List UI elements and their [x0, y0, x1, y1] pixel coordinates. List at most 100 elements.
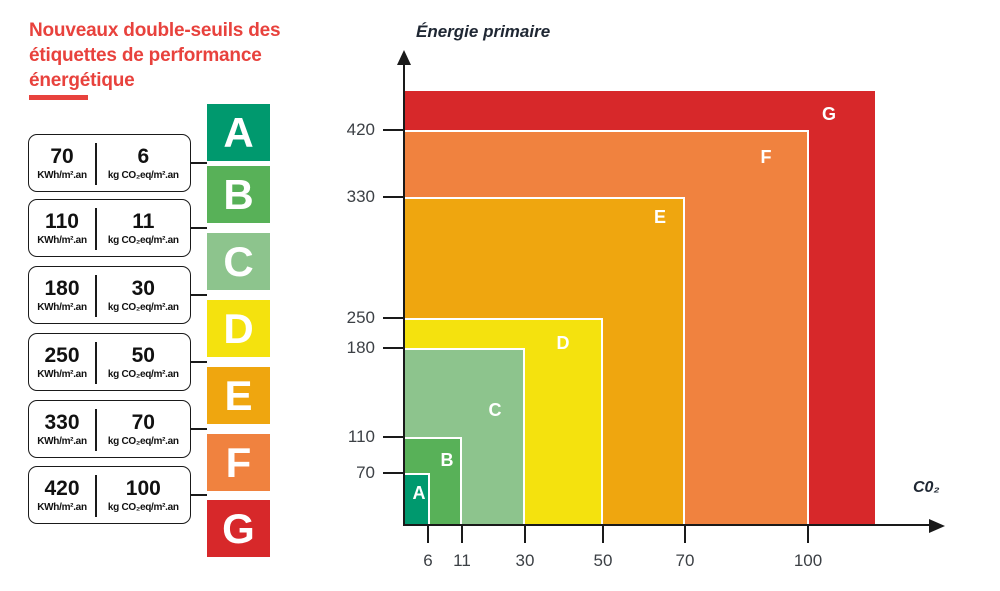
co2-unit: kg CO₂eq/m².an — [107, 501, 179, 513]
threshold-box-3: 180 KWh/m².an 30 kg CO₂eq/m².an — [28, 266, 191, 324]
connector-line — [190, 428, 207, 430]
page-title: Nouveaux double-seuils des étiquettes de… — [29, 18, 307, 93]
chart-band-label-b: B — [440, 450, 454, 470]
energy-unit: KWh/m².an — [37, 435, 87, 447]
energy-value: 420 — [44, 476, 80, 500]
co2-threshold: 6 kg CO₂eq/m².an — [97, 135, 190, 191]
chart-band-label-f: F — [760, 147, 772, 167]
x-tick — [427, 526, 429, 543]
y-tick — [383, 436, 403, 438]
co2-unit: kg CO₂eq/m².an — [107, 301, 179, 313]
co2-value: 50 — [131, 343, 155, 367]
energy-unit: KWh/m².an — [37, 368, 87, 380]
energy-value: 110 — [45, 209, 79, 233]
x-axis-arrow-icon — [929, 519, 945, 533]
chart-band-label-d: D — [556, 333, 570, 353]
title-underline — [29, 95, 88, 100]
energy-threshold: 420 KWh/m².an — [29, 467, 95, 523]
co2-unit: kg CO₂eq/m².an — [107, 234, 179, 246]
threshold-box-4: 250 KWh/m².an 50 kg CO₂eq/m².an — [28, 333, 191, 391]
y-tick — [383, 129, 403, 131]
co2-value: 70 — [131, 410, 155, 434]
y-tick-label: 330 — [346, 187, 375, 206]
x-tick — [684, 526, 686, 543]
chart-band-label-e: E — [653, 207, 667, 227]
y-tick-label: 250 — [346, 308, 375, 327]
energy-value: 180 — [44, 276, 80, 300]
y-tick-label: 420 — [346, 120, 375, 139]
x-axis-label: C0₂ — [913, 479, 940, 496]
co2-threshold: 70 kg CO₂eq/m².an — [97, 401, 190, 457]
threshold-box-1: 70 KWh/m².an 6 kg CO₂eq/m².an — [28, 134, 191, 192]
box-divider — [95, 143, 97, 185]
grade-badge-e: E — [207, 367, 270, 424]
energy-threshold: 330 KWh/m².an — [29, 401, 95, 457]
co2-value: 100 — [125, 476, 161, 500]
energy-threshold: 110 KWh/m².an — [29, 200, 95, 256]
threshold-box-6: 420 KWh/m².an 100 kg CO₂eq/m².an — [28, 466, 191, 524]
grade-badge-a: A — [207, 104, 270, 161]
page-title-line-1: Nouveaux double-seuils des — [29, 20, 281, 41]
y-axis-arrow-icon — [397, 50, 411, 65]
co2-threshold: 50 kg CO₂eq/m².an — [97, 334, 190, 390]
y-tick-label: 180 — [346, 338, 375, 357]
threshold-box-5: 330 KWh/m².an 70 kg CO₂eq/m².an — [28, 400, 191, 458]
y-tick — [383, 472, 403, 474]
connector-line — [190, 294, 207, 296]
y-tick-label: 110 — [347, 427, 375, 446]
x-tick-label: 70 — [675, 551, 695, 570]
energy-value: 330 — [44, 410, 80, 434]
x-axis — [403, 524, 931, 526]
x-tick-label: 50 — [593, 551, 613, 570]
threshold-box-2: 110 KWh/m².an 11 kg CO₂eq/m².an — [28, 199, 191, 257]
co2-unit: kg CO₂eq/m².an — [107, 368, 179, 380]
co2-value: 6 — [137, 144, 150, 168]
co2-threshold: 30 kg CO₂eq/m².an — [97, 267, 190, 323]
connector-line — [190, 361, 207, 363]
co2-threshold: 100 kg CO₂eq/m².an — [97, 467, 190, 523]
connector-line — [190, 494, 207, 496]
co2-unit: kg CO₂eq/m².an — [107, 435, 179, 447]
y-tick — [383, 196, 403, 198]
co2-unit: kg CO₂eq/m².an — [107, 169, 179, 181]
x-tick-label: 6 — [423, 551, 433, 570]
energy-unit: KWh/m².an — [37, 301, 87, 313]
x-tick — [807, 526, 809, 543]
page-title-line-3: énergétique — [29, 70, 135, 91]
x-tick — [602, 526, 604, 543]
co2-threshold: 11 kg CO₂eq/m².an — [97, 200, 190, 256]
energy-threshold: 180 KWh/m².an — [29, 267, 95, 323]
x-tick-label: 30 — [515, 551, 535, 570]
connector-line — [190, 162, 207, 164]
grade-badge-g: G — [207, 500, 270, 557]
energy-threshold: 250 KWh/m².an — [29, 334, 95, 390]
x-tick-label: 11 — [453, 551, 471, 570]
energy-unit: KWh/m².an — [37, 501, 87, 513]
box-divider — [95, 409, 97, 451]
energy-unit: KWh/m².an — [37, 234, 87, 246]
grade-badge-c: C — [207, 233, 270, 290]
chart-band-label-c: C — [488, 400, 502, 420]
grade-badge-f: F — [207, 434, 270, 491]
box-divider — [95, 275, 97, 317]
energy-threshold: 70 KWh/m².an — [29, 135, 95, 191]
x-tick — [461, 526, 463, 543]
y-tick-label: 70 — [356, 463, 375, 482]
y-axis — [403, 64, 405, 526]
connector-line — [190, 227, 207, 229]
x-tick-label: 100 — [793, 551, 823, 570]
energy-value: 250 — [44, 343, 80, 367]
co2-value: 30 — [131, 276, 155, 300]
grade-badge-d: D — [207, 300, 270, 357]
energy-unit: KWh/m².an — [37, 169, 87, 181]
grade-badge-b: B — [207, 166, 270, 223]
y-tick — [383, 347, 403, 349]
page-title-line-2: étiquettes de performance — [29, 45, 262, 66]
box-divider — [95, 475, 97, 517]
chart-band-label-g: G — [821, 104, 837, 124]
x-tick — [524, 526, 526, 543]
y-axis-label: Énergie primaire — [416, 22, 551, 41]
y-tick — [383, 317, 403, 319]
